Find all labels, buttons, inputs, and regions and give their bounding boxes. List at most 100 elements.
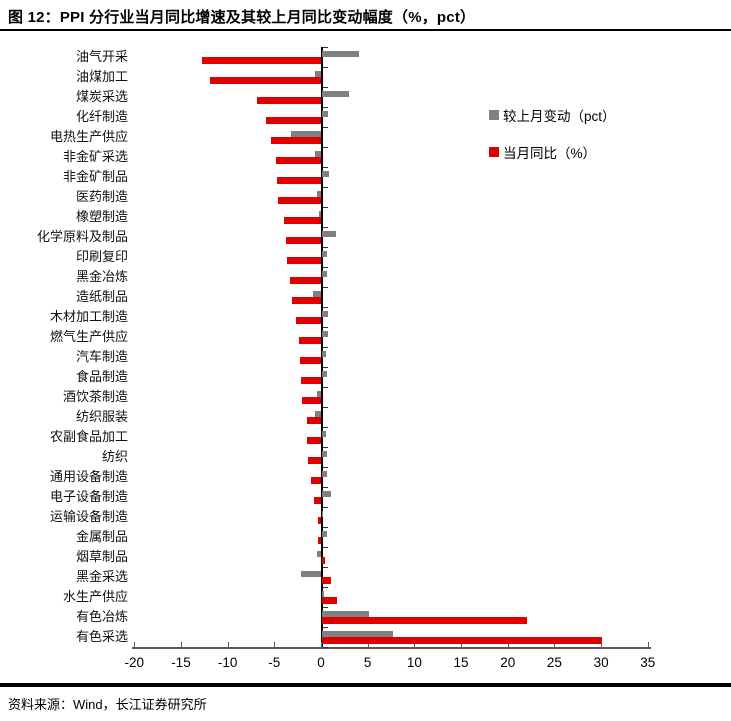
bar-prev-month-change [322, 370, 327, 377]
y-axis-tick [322, 447, 328, 448]
category-label: 非金矿制品 [62, 169, 128, 184]
bar-yoy [322, 597, 337, 604]
bar-prev-month-change [315, 410, 321, 417]
y-axis-tick [322, 307, 328, 308]
y-axis-tick [322, 287, 328, 288]
bar-yoy [265, 117, 321, 124]
category-label: 烟草制品 [75, 549, 128, 564]
bar-prev-month-change [322, 330, 328, 337]
bar-prev-month-change [322, 450, 327, 457]
y-axis-tick [322, 147, 328, 148]
x-axis-tick-label: 25 [546, 655, 562, 670]
legend-item-yoy: 当月同比（%） [489, 142, 616, 162]
y-axis-tick [322, 67, 328, 68]
bar-prev-month-change [322, 250, 327, 257]
category-label: 农副食品加工 [49, 429, 128, 444]
bar-yoy [277, 177, 321, 184]
x-axis-tick [461, 642, 463, 647]
legend-label: 当月同比（%） [503, 146, 597, 161]
bar-prev-month-change [322, 490, 332, 497]
x-axis-tick [367, 642, 369, 647]
bar-prev-month-change [317, 550, 321, 557]
x-axis-tick-label: -10 [217, 655, 238, 670]
category-label: 煤炭采选 [75, 89, 128, 104]
figure-title: 图 12：PPI 分行业当月同比增速及其较上月同比变动幅度（%，pct） [8, 9, 476, 26]
bar-prev-month-change [322, 110, 328, 117]
legend-swatch-gray-icon [489, 110, 499, 120]
bar-prev-month-change [322, 510, 323, 517]
category-label: 油气开采 [75, 49, 128, 64]
bar-prev-month-change [317, 190, 321, 197]
x-axis-line [132, 647, 651, 649]
category-label: 电热生产供应 [49, 129, 128, 144]
bar-prev-month-change [322, 430, 326, 437]
category-label: 通用设备制造 [49, 469, 128, 484]
bar-yoy [306, 417, 321, 424]
bar-yoy [322, 577, 332, 584]
y-axis-tick [322, 187, 328, 188]
y-axis-tick [322, 47, 328, 48]
bar-yoy [318, 537, 321, 544]
bar-prev-month-change [315, 70, 321, 77]
category-label: 木材加工制造 [49, 309, 128, 324]
y-axis-tick [322, 587, 328, 588]
x-axis-tick-label: 20 [500, 655, 516, 670]
bar-yoy [322, 557, 325, 564]
bar-prev-month-change [322, 170, 329, 177]
bar-yoy [287, 257, 321, 264]
bar-yoy [302, 397, 321, 404]
bar-yoy [307, 457, 321, 464]
category-label: 燃气生产供应 [49, 329, 128, 344]
bar-yoy [322, 637, 603, 644]
chart-legend: 较上月变动（pct） 当月同比（%） [489, 105, 616, 179]
y-axis-tick [322, 487, 328, 488]
category-label: 金属制品 [75, 529, 128, 544]
x-axis-tick-label: 5 [363, 655, 372, 670]
y-axis-line [321, 47, 323, 648]
category-label: 黑金采选 [75, 569, 128, 584]
x-axis-tick [554, 642, 556, 647]
bar-prev-month-change [322, 630, 393, 637]
category-label: 非金矿采选 [62, 149, 128, 164]
y-axis-tick [322, 407, 328, 408]
y-axis-tick [322, 567, 328, 568]
x-axis-tick [321, 642, 322, 647]
y-axis-tick [322, 127, 328, 128]
ppi-industry-bar-chart: -20 -15 -10 -5 0 5 10 15 20 25 30 35 油气开采 油煤加工 煤炭采选 化纤制… [0, 36, 731, 676]
y-axis-tick [322, 227, 328, 228]
category-label: 酒饮茶制造 [62, 389, 128, 404]
bar-yoy [202, 57, 321, 64]
bar-yoy [310, 477, 321, 484]
category-label: 水生产供应 [62, 589, 128, 604]
category-label: 有色冶炼 [75, 609, 128, 624]
y-axis-tick [322, 207, 328, 208]
y-axis-tick [322, 367, 328, 368]
y-axis-tick [322, 607, 328, 608]
legend-item-prev-month-change: 较上月变动（pct） [489, 105, 616, 125]
y-axis-tick [322, 387, 328, 388]
bar-yoy [301, 377, 321, 384]
bar-prev-month-change [322, 470, 327, 477]
x-axis-tick [507, 642, 509, 647]
bar-yoy [283, 217, 321, 224]
category-label: 食品制造 [75, 369, 128, 384]
title-underline [0, 29, 731, 31]
bar-prev-month-change [322, 90, 350, 97]
bar-prev-month-change [322, 610, 369, 617]
y-axis-tick [322, 247, 328, 248]
category-label: 纺织 [101, 449, 128, 464]
x-axis-tick-label: 10 [406, 655, 422, 670]
category-label: 油煤加工 [75, 69, 128, 84]
category-label: 电子设备制造 [49, 489, 128, 504]
footer-separator [0, 683, 731, 687]
category-label: 造纸制品 [75, 289, 128, 304]
y-axis-tick [322, 87, 328, 88]
bar-yoy [318, 517, 321, 524]
y-axis-tick [322, 647, 328, 648]
y-axis-tick [322, 427, 328, 428]
category-label: 化学原料及制品 [36, 229, 128, 244]
bar-yoy [313, 497, 321, 504]
category-label: 有色采选 [75, 629, 128, 644]
x-axis-tick [134, 642, 136, 647]
